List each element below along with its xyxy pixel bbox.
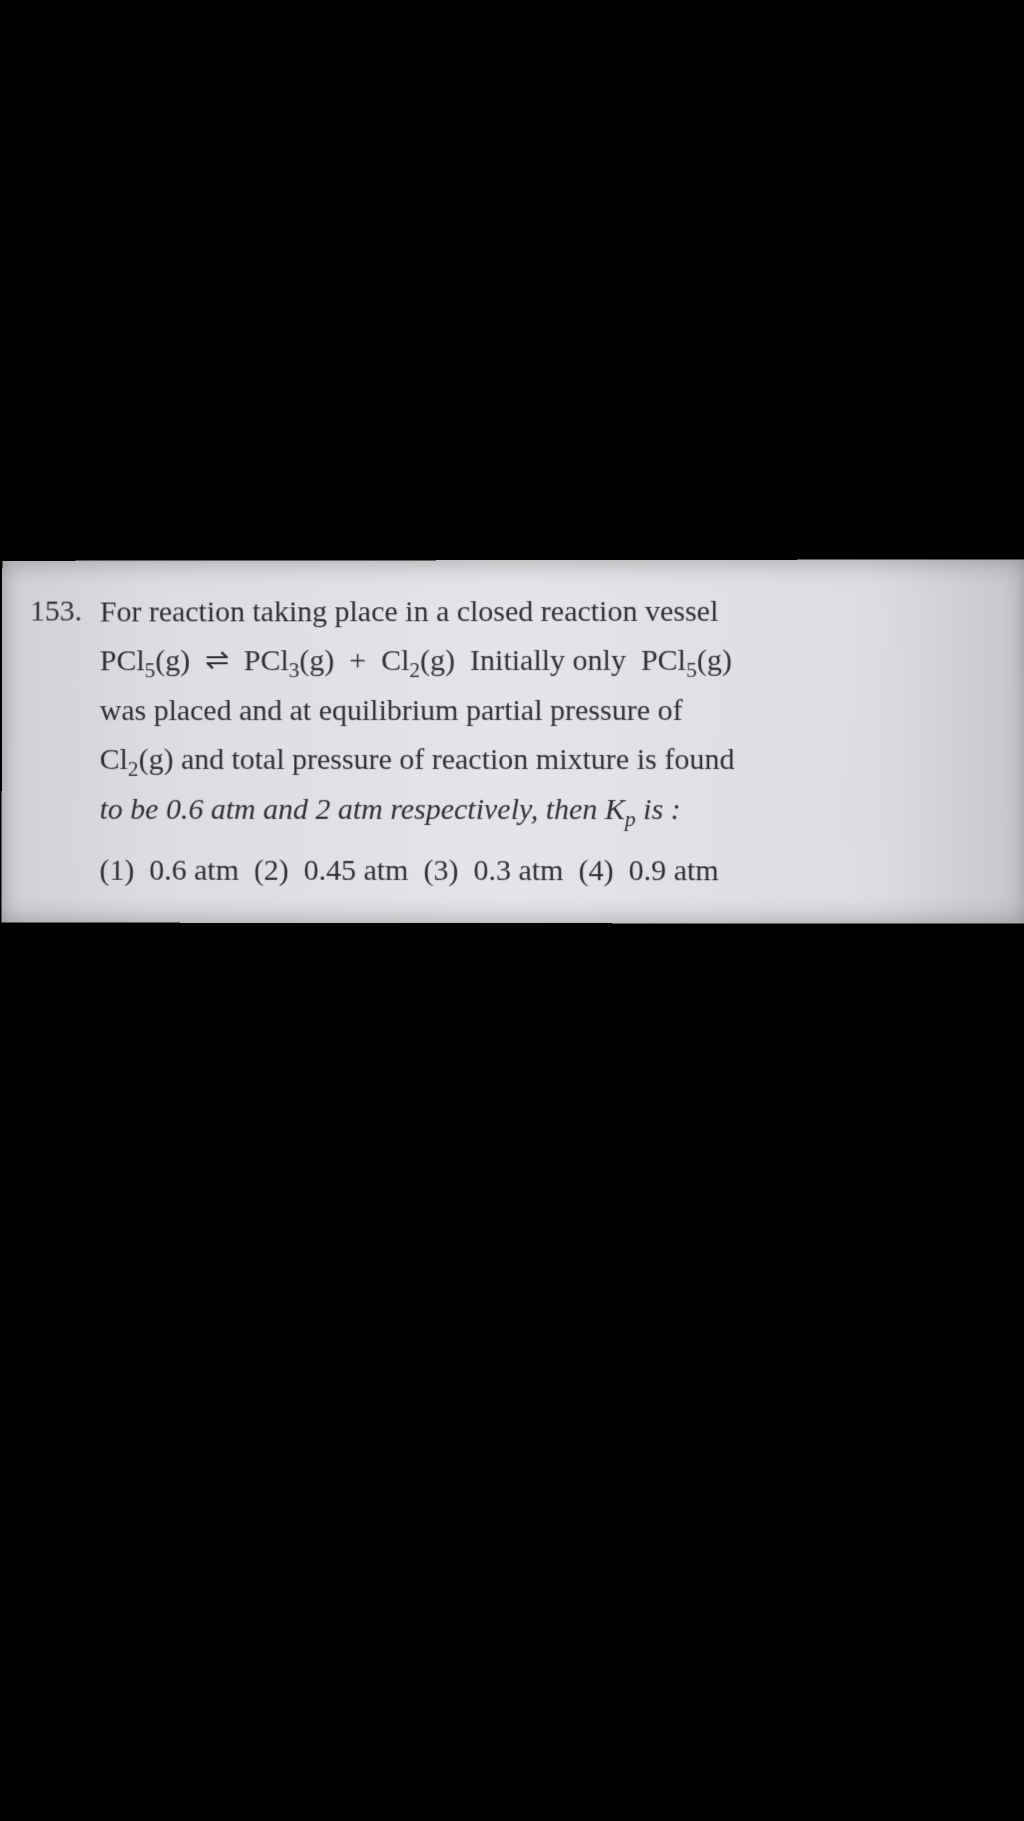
line5-pre: to be 0.6 atm and 2 atm respectively, th… bbox=[100, 792, 625, 825]
option-2-value: 0.45 atm bbox=[304, 854, 409, 887]
stem-line-1: For reaction taking place in a closed re… bbox=[100, 588, 1003, 636]
eq-tail-species: PCl bbox=[641, 644, 686, 677]
options-row: (1) 0.6 atm (2) 0.45 atm (3) 0.3 atm (4)… bbox=[99, 847, 1004, 896]
eq-rhs2: Cl bbox=[381, 645, 409, 678]
question-row: 153. For reaction taking place in a clos… bbox=[29, 588, 1004, 896]
cl2-sub: 2 bbox=[128, 757, 139, 781]
stem-line-4: Cl2(g) and total pressure of reaction mi… bbox=[100, 736, 1004, 784]
eq-rhs2-sub: 2 bbox=[409, 658, 420, 682]
option-4-label: (4) bbox=[579, 854, 614, 887]
option-1-value: 0.6 atm bbox=[149, 854, 239, 887]
cl2-pre: Cl bbox=[100, 743, 128, 776]
equilibrium-arrow-icon: ⇌ bbox=[205, 639, 229, 684]
equation-line: PCl5(g) ⇌ PCl3(g) + Cl2(g) Initially onl… bbox=[100, 637, 1004, 685]
eq-tail-text: Initially only bbox=[470, 644, 626, 677]
eq-lhs-state: (g) bbox=[155, 645, 190, 678]
question-paper-region: 153. For reaction taking place in a clos… bbox=[1, 559, 1024, 923]
eq-lhs: PCl bbox=[100, 645, 145, 678]
kp-sub: p bbox=[625, 807, 636, 831]
eq-rhs1: PCl bbox=[244, 645, 289, 678]
eq-rhs1-state: (g) bbox=[299, 645, 334, 678]
option-4-value: 0.9 atm bbox=[629, 854, 719, 887]
eq-tail-sub: 5 bbox=[686, 658, 697, 682]
cl2-post: (g) and total pressure of reaction mixtu… bbox=[139, 743, 735, 776]
option-3-label: (3) bbox=[423, 854, 458, 887]
stem-line-5: to be 0.6 atm and 2 atm respectively, th… bbox=[100, 785, 1004, 833]
option-3-value: 0.3 atm bbox=[473, 854, 563, 887]
option-2-label: (2) bbox=[254, 854, 289, 887]
question-number: 153. bbox=[29, 589, 82, 895]
eq-tail-state: (g) bbox=[697, 644, 732, 677]
eq-plus: + bbox=[349, 645, 366, 678]
eq-rhs2-state: (g) bbox=[420, 644, 455, 677]
line5-post: is : bbox=[636, 793, 681, 826]
question-body: For reaction taking place in a closed re… bbox=[99, 588, 1004, 896]
eq-rhs1-sub: 3 bbox=[289, 659, 300, 683]
stem-line-3: was placed and at equilibrium partial pr… bbox=[100, 687, 1004, 735]
eq-lhs-sub: 5 bbox=[145, 659, 156, 683]
option-1-label: (1) bbox=[99, 854, 134, 887]
